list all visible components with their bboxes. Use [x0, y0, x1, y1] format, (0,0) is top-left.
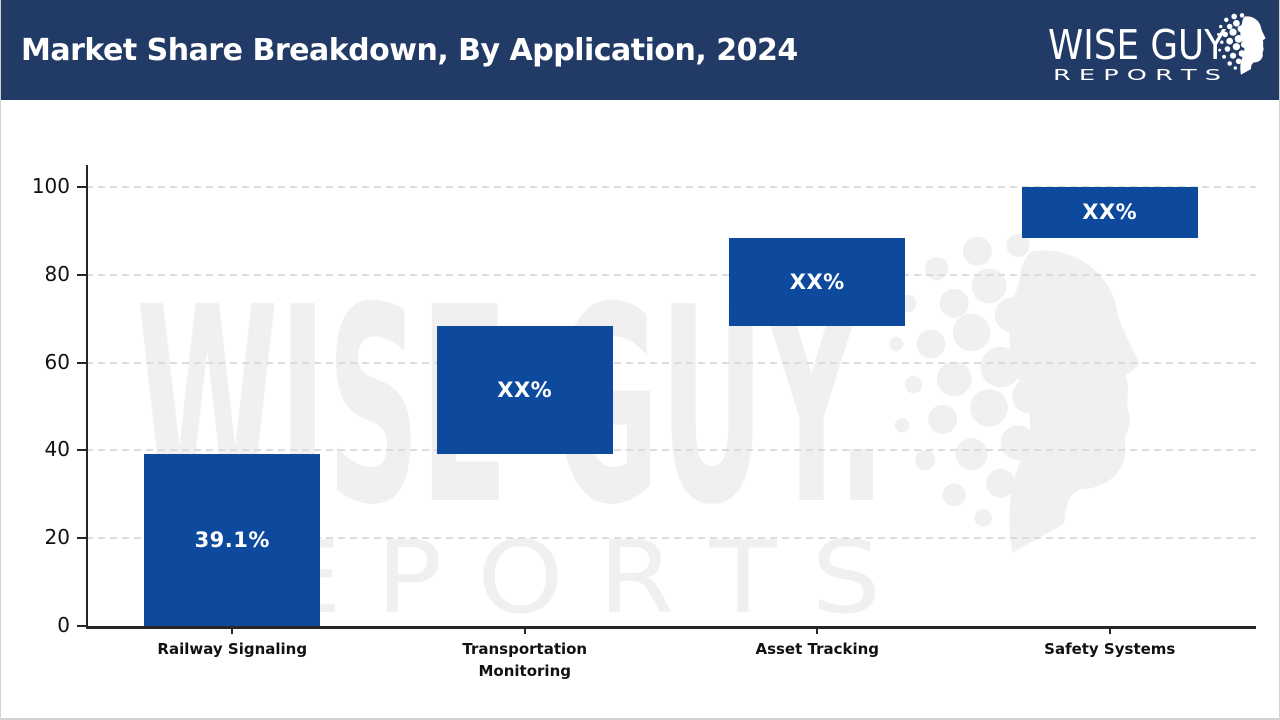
plot-area: 0 20 40 60 80 100 39.1% Railway Signaling XX% Tra…: [1, 100, 1279, 718]
y-tick-mark: [77, 449, 86, 452]
gridline: [86, 361, 1256, 364]
bar-segment: XX%: [1021, 186, 1198, 238]
x-tick-mark: [231, 626, 234, 634]
y-tick-label: 0: [57, 613, 70, 637]
gridline: [86, 185, 1256, 188]
header-bar: Market Share Breakdown, By Application, …: [1, 0, 1279, 100]
y-tick-mark: [77, 361, 86, 364]
bar-segment: 39.1%: [144, 454, 321, 626]
x-tick-label: Asset Tracking: [755, 640, 880, 658]
bar-segment: XX%: [729, 238, 906, 326]
y-tick-label: 80: [44, 261, 70, 286]
gridline: [86, 449, 1256, 452]
y-tick-label: 100: [31, 173, 70, 198]
x-tick-label: Safety Systems: [1044, 640, 1176, 658]
wiseguy-logo: WISE GUY R E P O R T S: [1048, 13, 1266, 84]
x-tick-mark: [1108, 626, 1111, 634]
x-tick-label: Railway Signaling: [157, 640, 308, 658]
y-tick-mark: [77, 537, 86, 540]
gridline: [86, 537, 1256, 540]
x-tick-mark: [816, 626, 819, 634]
y-tick-label: 20: [44, 525, 70, 550]
y-tick-mark: [77, 625, 86, 627]
logo-wordmark: WISE GUY: [1048, 21, 1227, 69]
logo-reports-text: R E P O R T S: [1053, 66, 1221, 84]
x-tick-label: Transportation Monitoring: [462, 640, 588, 680]
x-axis-line: [86, 626, 1256, 629]
y-axis-line: [86, 165, 88, 629]
x-tick-mark: [523, 626, 526, 634]
bar-value-label: XX%: [1082, 200, 1138, 225]
y-tick-label: 60: [44, 349, 70, 374]
bar-value-label: 39.1%: [194, 528, 270, 553]
gridline: [86, 273, 1256, 276]
y-tick-label: 40: [44, 437, 70, 462]
bar-segment: XX%: [436, 325, 613, 455]
y-tick-mark: [77, 273, 86, 276]
y-tick-mark: [77, 185, 86, 188]
chart-title: Market Share Breakdown, By Application, …: [21, 32, 798, 68]
bar-value-label: XX%: [497, 378, 553, 402]
bar-value-label: XX%: [789, 269, 845, 294]
